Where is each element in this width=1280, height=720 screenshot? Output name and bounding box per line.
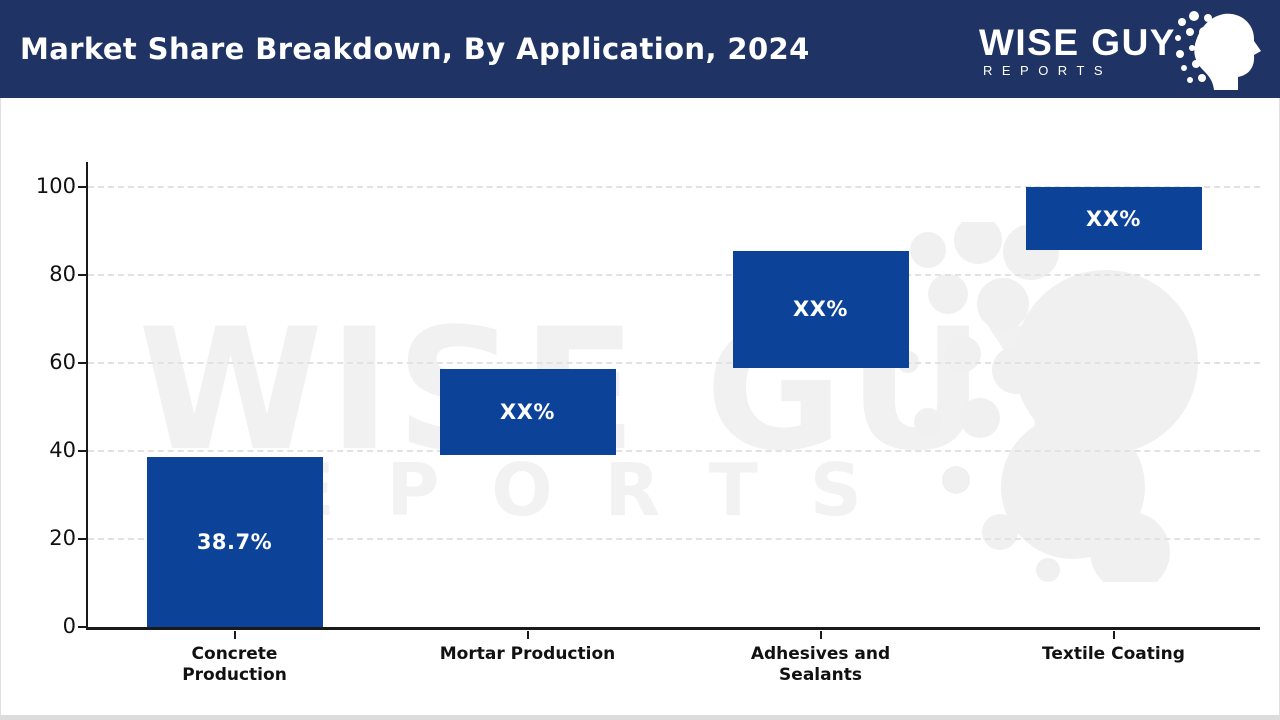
x-tick-0 [233, 631, 236, 639]
y-tick-label-20: 20 [49, 526, 76, 550]
y-tick-label-100: 100 [35, 174, 76, 198]
gridline-60 [88, 362, 1260, 364]
gridline-80 [88, 274, 1260, 276]
x-tick-2 [819, 631, 822, 639]
plot-area: 0 20 40 60 80 100 38.7% Concrete Production XX% M… [36, 162, 1260, 685]
x-category-label-3: Textile Coating [1042, 644, 1185, 664]
y-tick-80 [78, 274, 86, 276]
bar-segment-0: 38.7% [146, 456, 323, 627]
y-tick-100 [78, 186, 86, 188]
wise-guy-logo: WISE GUY REPORTS [979, 10, 1264, 92]
bar-segment-2: XX% [732, 250, 909, 368]
head-profile-icon [1175, 11, 1261, 90]
bar-value-label-2: XX% [793, 297, 848, 322]
y-tick-label-0: 0 [62, 614, 76, 638]
logo-text: WISE GUY REPORTS [978, 21, 1176, 79]
y-tick-label-80: 80 [49, 262, 76, 286]
gridline-40 [88, 450, 1260, 452]
y-tick-40 [78, 450, 86, 452]
logo-wordmark: WISE GUY [978, 21, 1176, 63]
logo-subtitle: REPORTS [982, 63, 1113, 79]
header-bar: Market Share Breakdown, By Application, … [0, 0, 1280, 98]
gridline-20 [88, 538, 1260, 540]
gridline-100 [88, 186, 1260, 188]
bar-segment-3: XX% [1025, 187, 1202, 251]
y-tick-60 [78, 362, 86, 364]
x-category-label-0: Concrete Production [182, 644, 287, 686]
page-title: Market Share Breakdown, By Application, … [20, 32, 810, 66]
x-category-label-2: Adhesives and Sealants [750, 644, 891, 686]
x-tick-1 [526, 631, 529, 639]
x-tick-3 [1112, 631, 1115, 639]
bar-value-label-3: XX% [1086, 206, 1141, 231]
bar-value-label-1: XX% [500, 399, 555, 424]
footer-strip [0, 715, 1280, 720]
y-tick-0 [78, 626, 86, 628]
x-category-label-1: Mortar Production [439, 644, 616, 664]
y-tick-label-40: 40 [49, 438, 76, 462]
bar-segment-1: XX% [439, 369, 616, 455]
y-tick-label-60: 60 [49, 350, 76, 374]
bar-value-label-0: 38.7% [196, 529, 273, 554]
x-axis-line [86, 627, 1260, 630]
watermark-wordmark: WISE GUY [138, 292, 1117, 488]
y-tick-20 [78, 538, 86, 540]
y-axis-line [86, 162, 88, 630]
